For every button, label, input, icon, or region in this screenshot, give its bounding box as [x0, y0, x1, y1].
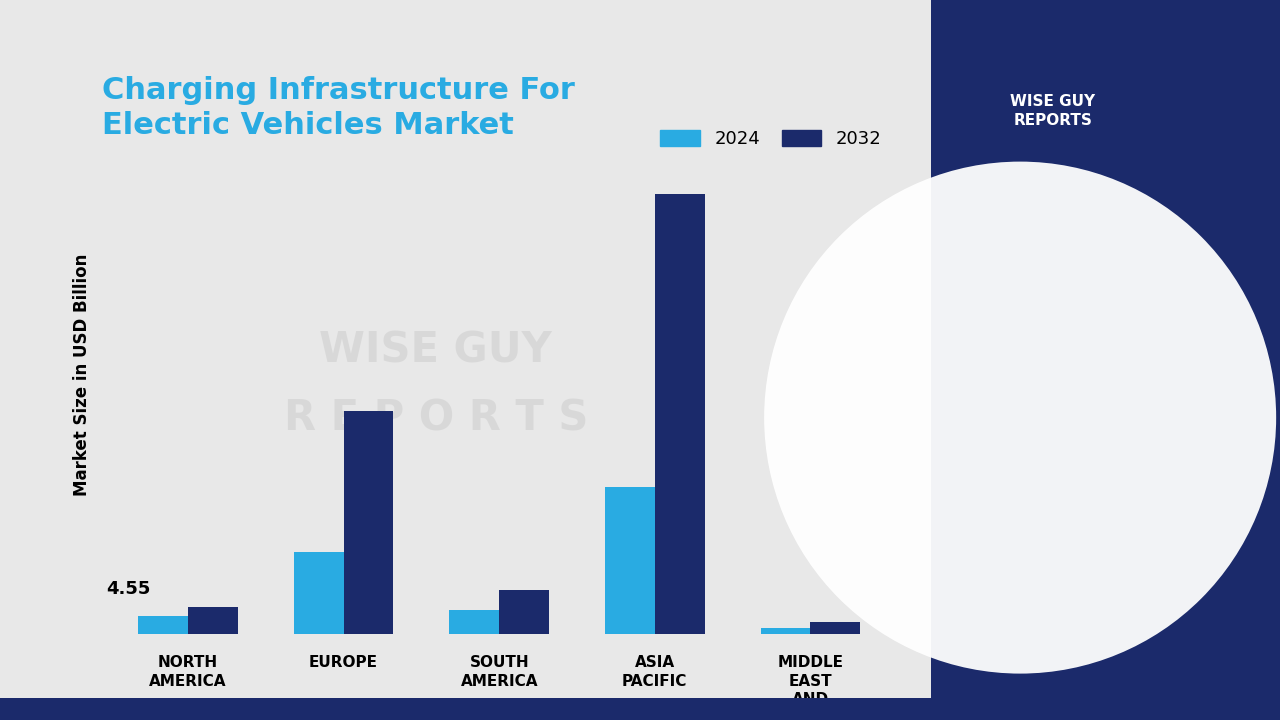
Bar — [449, 610, 499, 634]
Y-axis label: Market Size in USD Billion: Market Size in USD Billion — [73, 253, 91, 495]
Bar — [499, 590, 549, 634]
Bar — [294, 552, 343, 634]
Bar — [343, 411, 393, 634]
Bar — [188, 607, 238, 634]
Bar — [138, 616, 188, 634]
Text: WISE GUY
R E P O R T S: WISE GUY R E P O R T S — [284, 330, 588, 440]
Bar — [605, 487, 655, 634]
Bar — [810, 622, 860, 634]
Bar — [655, 194, 704, 634]
Text: 4.55: 4.55 — [106, 580, 151, 598]
Bar — [760, 628, 810, 634]
Legend: 2024, 2032: 2024, 2032 — [654, 125, 887, 153]
Text: WISE GUY
REPORTS: WISE GUY REPORTS — [1010, 94, 1096, 128]
Text: Charging Infrastructure For
Electric Vehicles Market: Charging Infrastructure For Electric Veh… — [102, 76, 575, 140]
